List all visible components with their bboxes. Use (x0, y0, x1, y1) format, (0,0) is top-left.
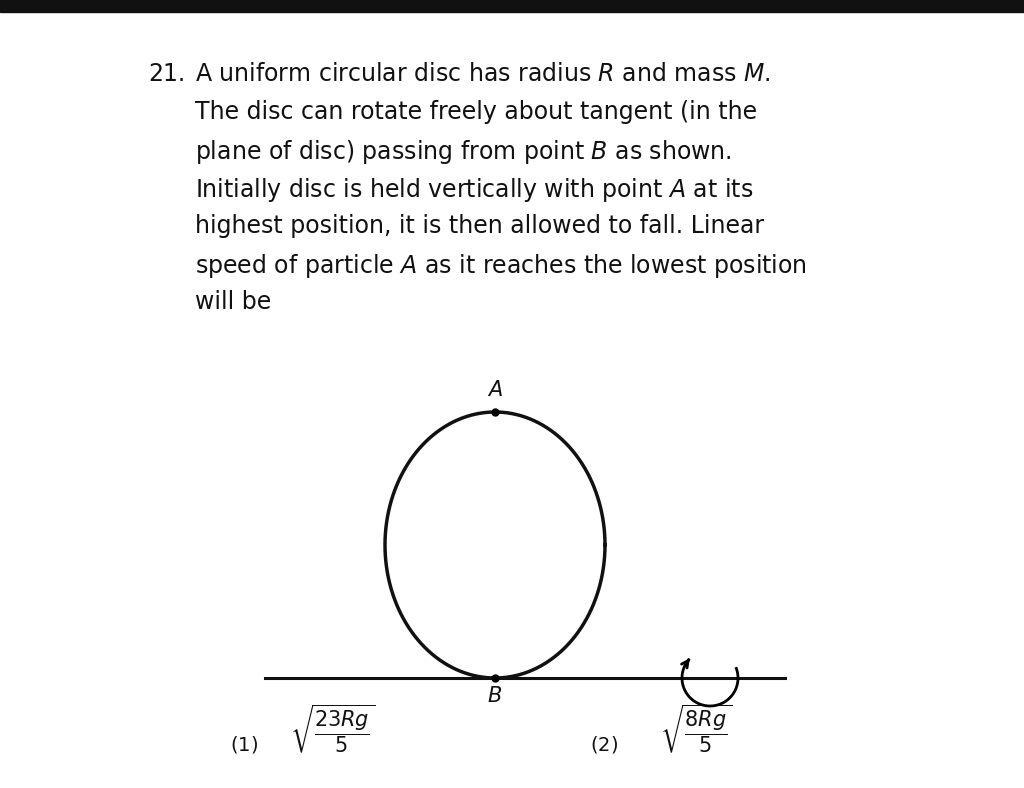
Text: $(2)$: $(2)$ (590, 734, 617, 755)
Text: 21.: 21. (148, 62, 185, 86)
Text: will be: will be (195, 290, 271, 314)
Text: $\sqrt{\dfrac{23Rg}{5}}$: $\sqrt{\dfrac{23Rg}{5}}$ (290, 702, 375, 755)
Text: The disc can rotate freely about tangent (in the: The disc can rotate freely about tangent… (195, 100, 757, 124)
Text: A: A (487, 380, 502, 400)
Text: A uniform circular disc has radius $R$ and mass $M$.: A uniform circular disc has radius $R$ a… (195, 62, 771, 86)
Text: highest position, it is then allowed to fall. Linear: highest position, it is then allowed to … (195, 214, 764, 238)
Text: $\sqrt{\dfrac{8Rg}{5}}$: $\sqrt{\dfrac{8Rg}{5}}$ (660, 702, 732, 755)
Bar (0, 0, 1024, 12)
Text: speed of particle $A$ as it reaches the lowest position: speed of particle $A$ as it reaches the … (195, 252, 807, 280)
Text: plane of disc) passing from point $B$ as shown.: plane of disc) passing from point $B$ as… (195, 138, 732, 166)
Text: B: B (487, 686, 502, 706)
Text: $(1)$: $(1)$ (230, 734, 258, 755)
Text: Initially disc is held vertically with point $A$ at its: Initially disc is held vertically with p… (195, 176, 754, 204)
